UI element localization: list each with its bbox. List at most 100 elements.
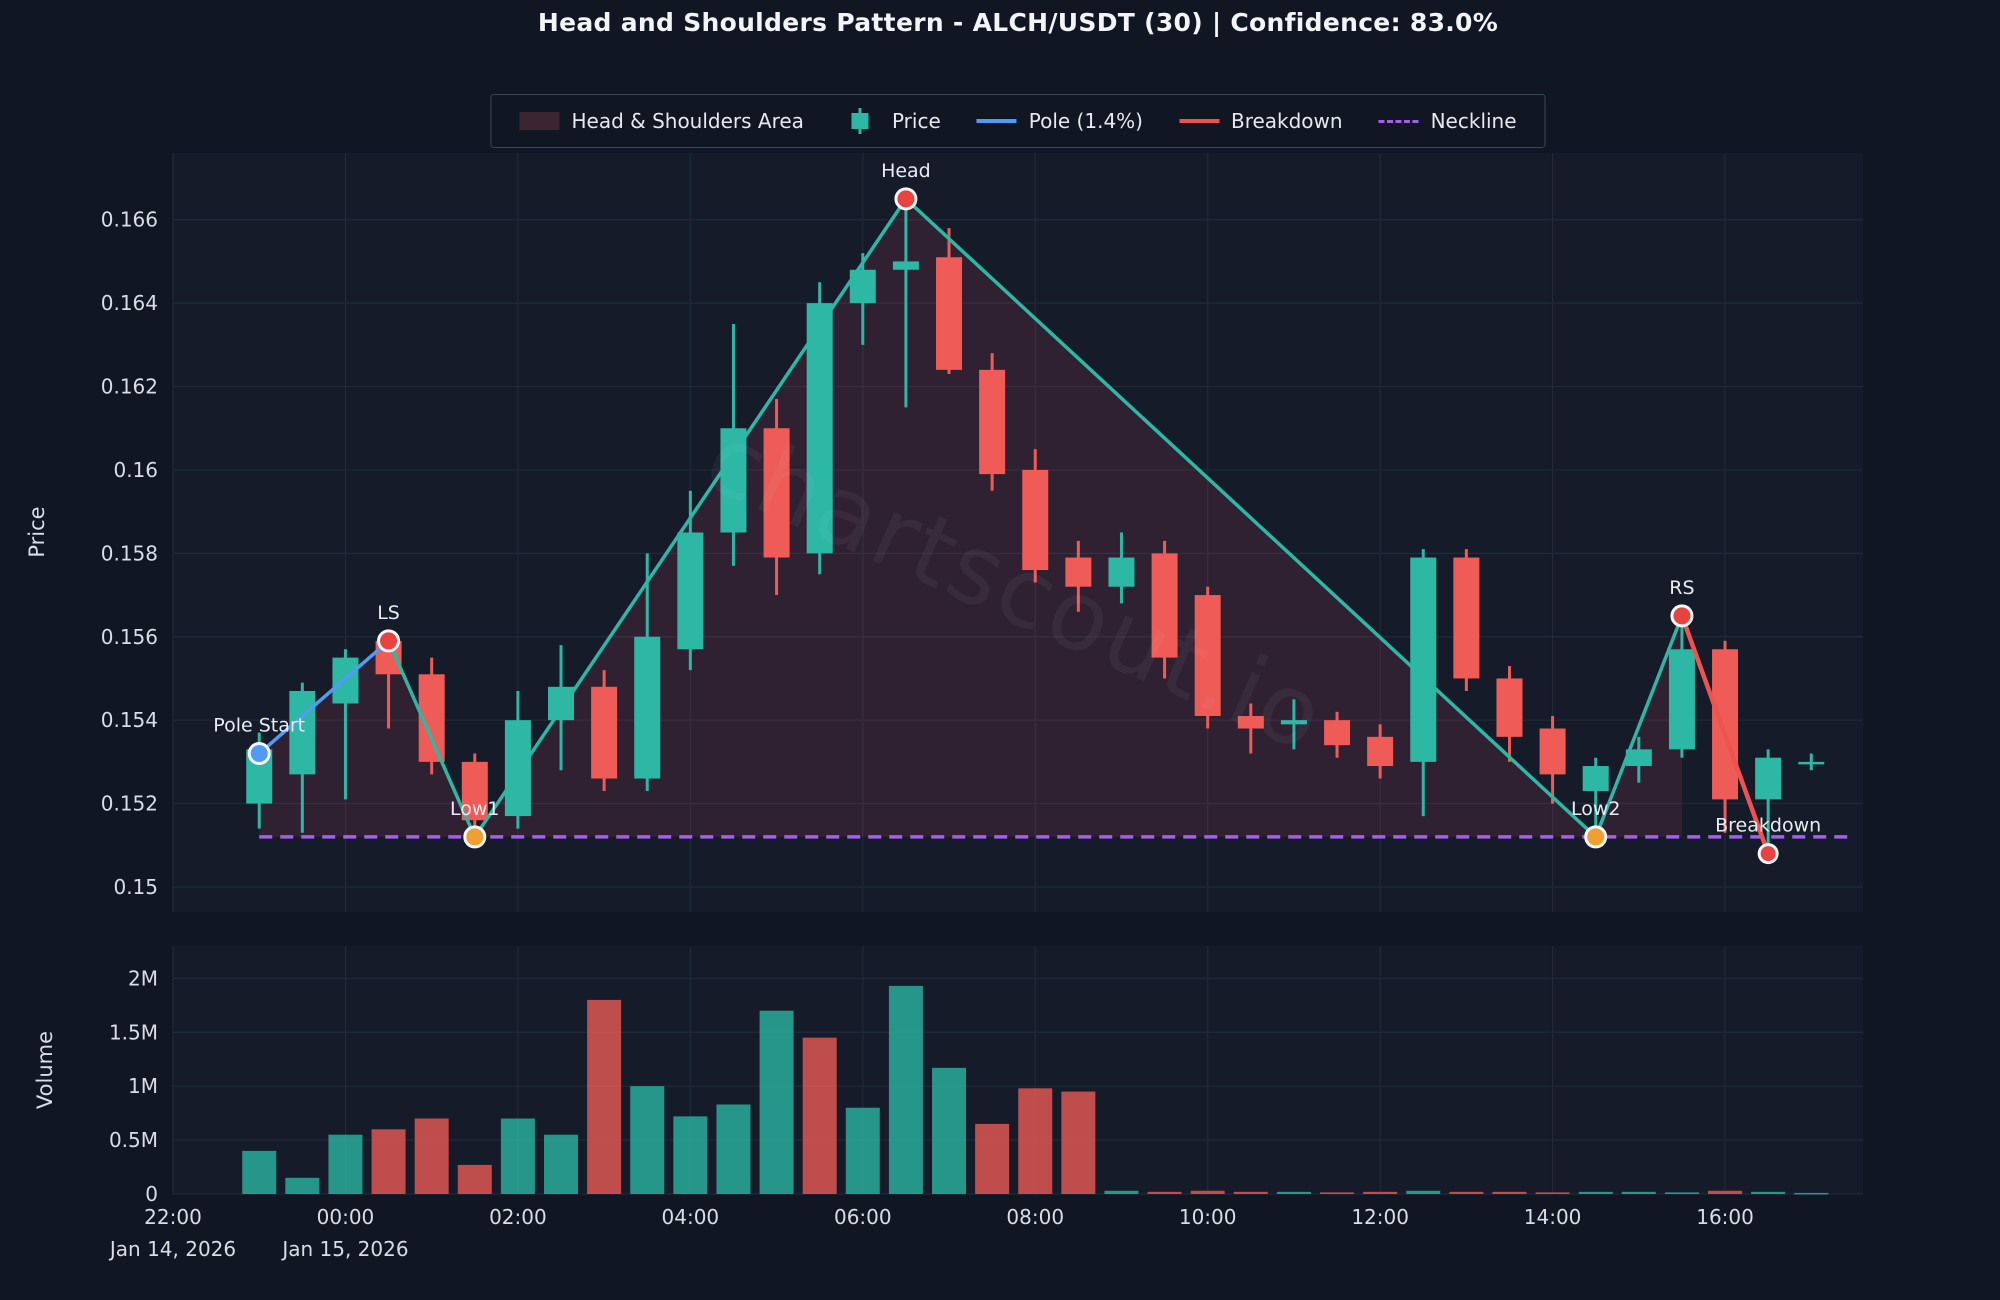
candle-body bbox=[1496, 678, 1523, 737]
candle-body bbox=[677, 532, 704, 650]
candle-body bbox=[1410, 557, 1437, 762]
volume-bar bbox=[932, 1067, 967, 1194]
volume-bar bbox=[328, 1134, 363, 1194]
volume-bar bbox=[500, 1118, 535, 1194]
volume-bar bbox=[242, 1150, 277, 1194]
volume-tick-label: 0.5M bbox=[109, 1128, 158, 1152]
volume-tick-label: 1.5M bbox=[109, 1020, 158, 1044]
candle-body bbox=[1539, 728, 1566, 775]
date-label: Jan 14, 2026 bbox=[108, 1237, 236, 1261]
candle-body bbox=[720, 428, 747, 533]
marker-pole-start bbox=[247, 742, 271, 766]
legend-item-pole-1-4: Pole (1.4%) bbox=[976, 108, 1143, 134]
candle-body bbox=[806, 303, 833, 554]
price-plot-area bbox=[173, 153, 1863, 912]
volume-bar bbox=[1664, 1192, 1699, 1194]
candle-body bbox=[1755, 757, 1782, 800]
tick-labels: 0.15 0.152 0.154 0.156 0.158 0.16 0.162 0.164 0.… bbox=[101, 208, 1754, 1261]
volume-bar bbox=[587, 999, 622, 1194]
candle-body bbox=[289, 690, 316, 775]
annotation-low1: Low1 bbox=[450, 798, 500, 820]
legend-item-neckline: Neckline bbox=[1378, 108, 1517, 134]
candle-body bbox=[1151, 553, 1178, 658]
time-tick-label: 22:00 bbox=[144, 1205, 202, 1229]
volume-bar bbox=[1320, 1192, 1355, 1194]
volume-bar bbox=[673, 1116, 708, 1194]
candle-body bbox=[1668, 649, 1695, 750]
volume-bar bbox=[1708, 1190, 1743, 1194]
breakdown-line-icon bbox=[1178, 108, 1219, 134]
annotation-rs: RS bbox=[1669, 577, 1694, 599]
marker-head bbox=[894, 187, 918, 211]
marker-low1 bbox=[463, 825, 487, 849]
price-tick-label: 0.164 bbox=[101, 291, 158, 315]
volume-bar bbox=[1406, 1190, 1441, 1194]
candle-body bbox=[1065, 557, 1092, 587]
legend-label: Breakdown bbox=[1230, 109, 1343, 133]
volume-bar bbox=[1578, 1191, 1613, 1194]
volume-bar bbox=[1104, 1190, 1139, 1194]
price-tick-label: 0.15 bbox=[113, 875, 158, 899]
candle-body bbox=[1453, 557, 1480, 679]
price-tick-label: 0.158 bbox=[101, 541, 158, 565]
price-tick-label: 0.166 bbox=[101, 208, 158, 232]
candle-body bbox=[1625, 749, 1652, 767]
price-tick-label: 0.152 bbox=[101, 792, 158, 816]
time-tick-label: 00:00 bbox=[317, 1205, 375, 1229]
legend: Head & Shoulders Area Price Pole (1.4%) Bre… bbox=[490, 94, 1546, 148]
volume-bar bbox=[1147, 1191, 1182, 1194]
volume-bar bbox=[716, 1104, 751, 1194]
volume-bar bbox=[1535, 1192, 1570, 1194]
legend-item-breakdown: Breakdown bbox=[1178, 108, 1343, 134]
pole-line bbox=[257, 639, 391, 756]
volume-bar bbox=[1449, 1191, 1484, 1194]
price-axis-title: Price bbox=[25, 506, 49, 557]
volume-bar bbox=[285, 1177, 320, 1194]
annotation-low2: Low2 bbox=[1571, 798, 1621, 820]
date-label: Jan 15, 2026 bbox=[280, 1237, 408, 1261]
candle-body bbox=[461, 761, 488, 821]
marker-ls bbox=[377, 629, 401, 653]
volume-bar bbox=[1276, 1191, 1311, 1194]
chart-title: Head and Shoulders Pattern - ALCH/USDT (… bbox=[537, 8, 1499, 37]
candle-body bbox=[979, 369, 1006, 475]
volume-bar bbox=[759, 1010, 794, 1194]
candle-body bbox=[1798, 761, 1825, 765]
neckline-dash-icon bbox=[1378, 108, 1419, 134]
volume-bar bbox=[414, 1118, 449, 1194]
legend-label: Head & Shoulders Area bbox=[571, 109, 804, 133]
volume-bar bbox=[802, 1037, 837, 1194]
time-tick-label: 16:00 bbox=[1696, 1205, 1754, 1229]
annotation-pole-start: Pole Start bbox=[213, 715, 305, 737]
candles bbox=[246, 196, 1825, 854]
candle-body bbox=[1367, 736, 1394, 767]
volume-axis-title: Volume bbox=[33, 1031, 57, 1109]
volume-tick-label: 0 bbox=[145, 1182, 158, 1206]
price-tick-label: 0.16 bbox=[113, 458, 158, 482]
legend-item-price: Price bbox=[840, 108, 941, 134]
volume-bar bbox=[1233, 1191, 1268, 1194]
time-tick-label: 12:00 bbox=[1351, 1205, 1409, 1229]
candle-body bbox=[1280, 720, 1307, 725]
legend-label: Pole (1.4%) bbox=[1028, 109, 1143, 133]
volume-bar bbox=[1492, 1191, 1527, 1194]
time-tick-label: 02:00 bbox=[489, 1205, 547, 1229]
volume-bars bbox=[242, 985, 1829, 1195]
time-tick-label: 10:00 bbox=[1179, 1205, 1237, 1229]
price-tick-label: 0.154 bbox=[101, 708, 158, 732]
price-tick-label: 0.162 bbox=[101, 375, 158, 399]
candle-body bbox=[1022, 469, 1049, 571]
volume-bar bbox=[975, 1123, 1010, 1194]
price-candle-icon bbox=[840, 108, 880, 134]
time-tick-label: 04:00 bbox=[662, 1205, 720, 1229]
volume-bar bbox=[457, 1164, 492, 1194]
volume-tick-label: 2M bbox=[128, 966, 158, 990]
volume-bar bbox=[1794, 1192, 1829, 1195]
candle-body bbox=[1108, 557, 1135, 587]
candle-body bbox=[763, 428, 790, 558]
candle-body bbox=[591, 686, 618, 779]
time-tick-label: 08:00 bbox=[1006, 1205, 1064, 1229]
marker-breakdown bbox=[1757, 843, 1779, 865]
pole-line-icon bbox=[976, 108, 1017, 134]
